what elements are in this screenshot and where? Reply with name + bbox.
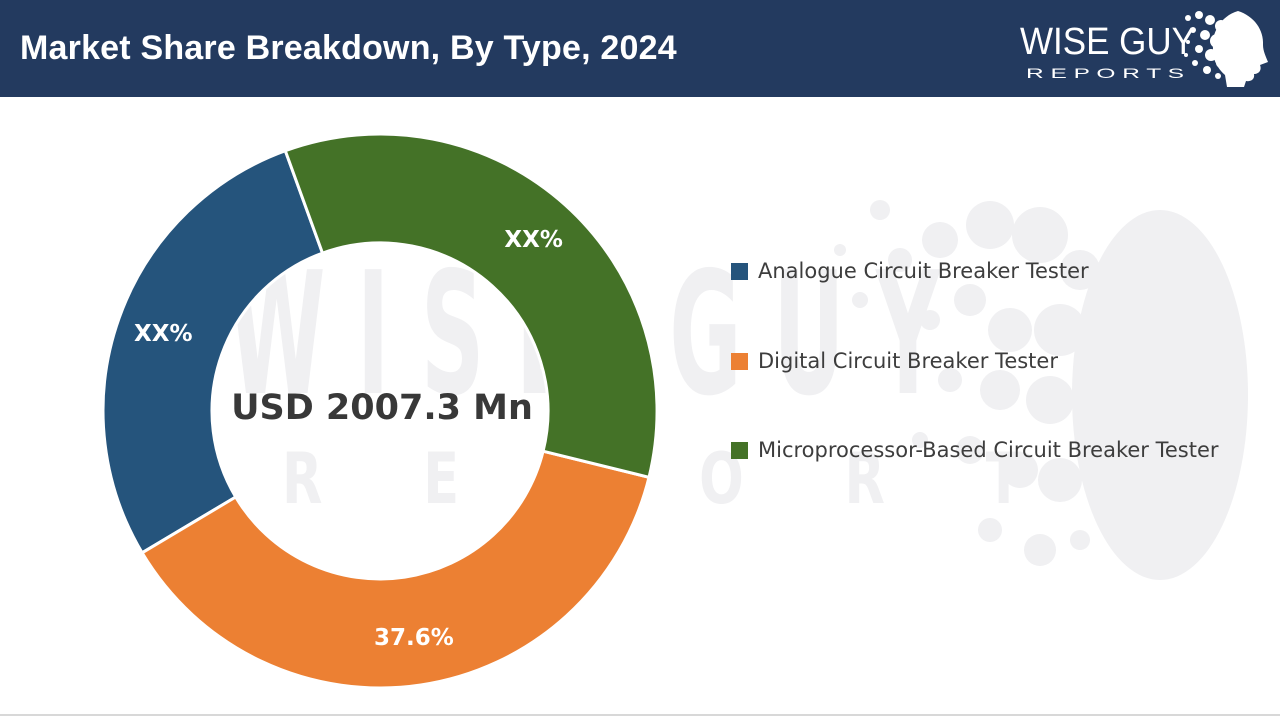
logo-face-icon xyxy=(1184,11,1268,87)
legend-label: Microprocessor-Based Circuit Breaker Tes… xyxy=(758,438,1219,462)
legend-label: Analogue Circuit Breaker Tester xyxy=(758,259,1089,283)
chart-center-value: USD 2007.3 Mn xyxy=(231,388,533,428)
slice-label-0: XX% xyxy=(134,320,193,347)
legend-swatch xyxy=(731,352,748,370)
watermark-text-line2: R E P O R T S xyxy=(282,438,1202,520)
donut-slice-0 xyxy=(101,148,325,555)
slice-label-2: XX% xyxy=(504,226,563,253)
wiseguy-logo: WISE GUY R E P O R T S xyxy=(1020,11,1268,87)
legend-swatch xyxy=(731,262,748,280)
slice-label-1: 37.6% xyxy=(374,625,454,652)
legend-item-0: Analogue Circuit Breaker Tester xyxy=(731,256,1089,286)
legend-label: Digital Circuit Breaker Tester xyxy=(758,349,1058,373)
page-title: Market Share Breakdown, By Type, 2024 xyxy=(20,29,677,67)
legend-item-2: Microprocessor-Based Circuit Breaker Tes… xyxy=(731,435,1219,465)
donut-slice-2 xyxy=(283,132,659,480)
logo-text-line1: WISE GUY xyxy=(1020,21,1195,63)
footer-line xyxy=(0,714,1280,716)
legend-item-1: Digital Circuit Breaker Tester xyxy=(731,346,1058,376)
header-bar: Market Share Breakdown, By Type, 2024 WI… xyxy=(0,0,1280,97)
donut-slice-1 xyxy=(140,449,651,690)
logo-text-line2: R E P O R T S xyxy=(1026,65,1184,81)
legend-swatch xyxy=(731,441,748,459)
